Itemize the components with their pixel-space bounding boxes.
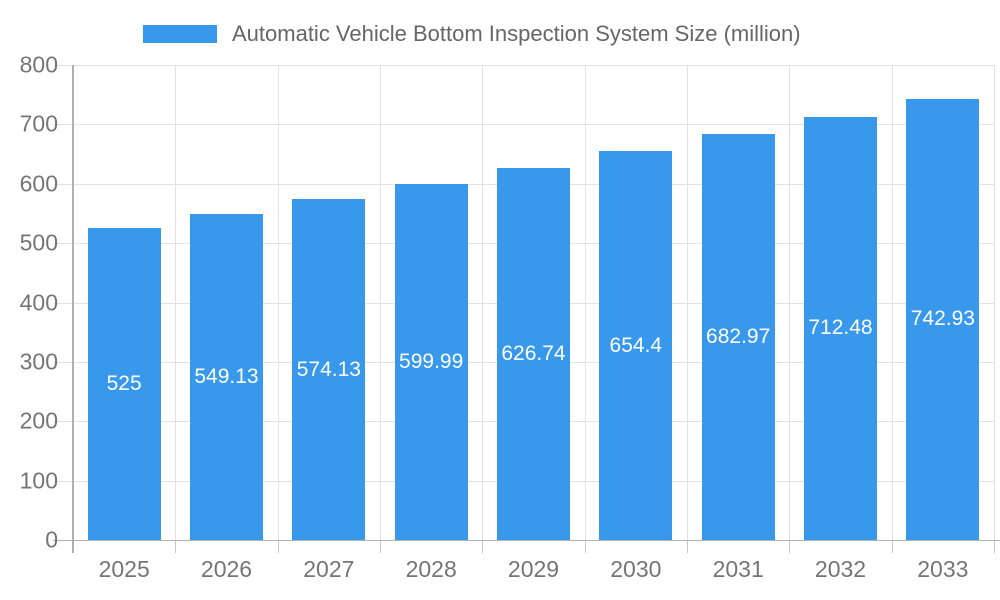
bar [292, 199, 365, 540]
axis-tick [687, 540, 688, 553]
category-boundary-line [687, 65, 688, 540]
y-axis-line [72, 65, 74, 553]
y-tick-label: 700 [19, 110, 58, 137]
category-boundary-line [175, 65, 176, 540]
x-tick-label: 2033 [917, 556, 969, 582]
bar-value-label: 654.4 [609, 333, 663, 357]
axis-tick [789, 540, 790, 553]
axis-tick [380, 540, 381, 553]
axis-tick [994, 540, 995, 553]
bar [395, 183, 468, 540]
gridline [53, 124, 994, 126]
bar [190, 213, 263, 540]
y-tick-label: 500 [19, 229, 58, 256]
chart-legend: Automatic Vehicle Bottom Inspection Syst… [143, 21, 801, 46]
category-boundary-line [892, 65, 893, 540]
category-boundary-line [380, 65, 381, 540]
x-tick-label: 2025 [98, 556, 150, 582]
bar-value-label: 525 [106, 372, 142, 396]
y-tick-label: 800 [19, 51, 58, 78]
x-tick-label: 2031 [712, 556, 764, 582]
y-tick-label: 400 [19, 289, 58, 315]
category-boundary-line [482, 65, 483, 540]
bar-value-label: 742.93 [910, 307, 975, 331]
y-tick-label: 0 [45, 526, 58, 553]
y-tick-label: 100 [19, 467, 58, 494]
x-tick-label: 2032 [814, 556, 867, 582]
axis-tick [585, 540, 586, 553]
y-tick-label: 600 [19, 170, 58, 197]
axis-tick [278, 540, 279, 553]
x-axis-line [53, 540, 1000, 541]
bar-value-label: 574.13 [296, 357, 361, 381]
gridline [53, 65, 994, 66]
plot-area: 525 549.13 574.13 599.99 626.74 654.4 682.97 71… [53, 65, 1000, 553]
legend-swatch [143, 25, 217, 43]
x-tick-label: 2029 [507, 556, 560, 582]
x-tick-label: 2028 [405, 556, 457, 582]
x-tick-label: 2030 [610, 556, 662, 582]
category-boundary-line [278, 65, 279, 540]
category-boundary-line [789, 65, 790, 540]
y-tick-label: 300 [19, 348, 58, 375]
legend-label: Automatic Vehicle Bottom Inspection Syst… [232, 21, 801, 46]
axis-tick [892, 540, 893, 553]
category-boundary-line [994, 65, 995, 540]
y-tick-label: 200 [19, 407, 58, 434]
bar [702, 134, 775, 540]
bar [497, 167, 570, 540]
bar-value-label: 549.13 [194, 364, 259, 388]
x-tick-label: 2026 [200, 556, 253, 582]
bar-value-label: 626.74 [501, 341, 566, 365]
bar-value-label: 599.99 [399, 349, 464, 373]
x-tick-label: 2027 [303, 556, 355, 582]
axis-tick [175, 540, 176, 553]
category-boundary-line [585, 65, 586, 540]
bar [599, 151, 672, 540]
bar [88, 228, 161, 540]
axis-tick [482, 540, 483, 553]
bar [906, 98, 979, 540]
bar-value-label: 712.48 [808, 316, 873, 340]
bar-value-label: 682.97 [706, 325, 771, 349]
bar [804, 116, 877, 540]
